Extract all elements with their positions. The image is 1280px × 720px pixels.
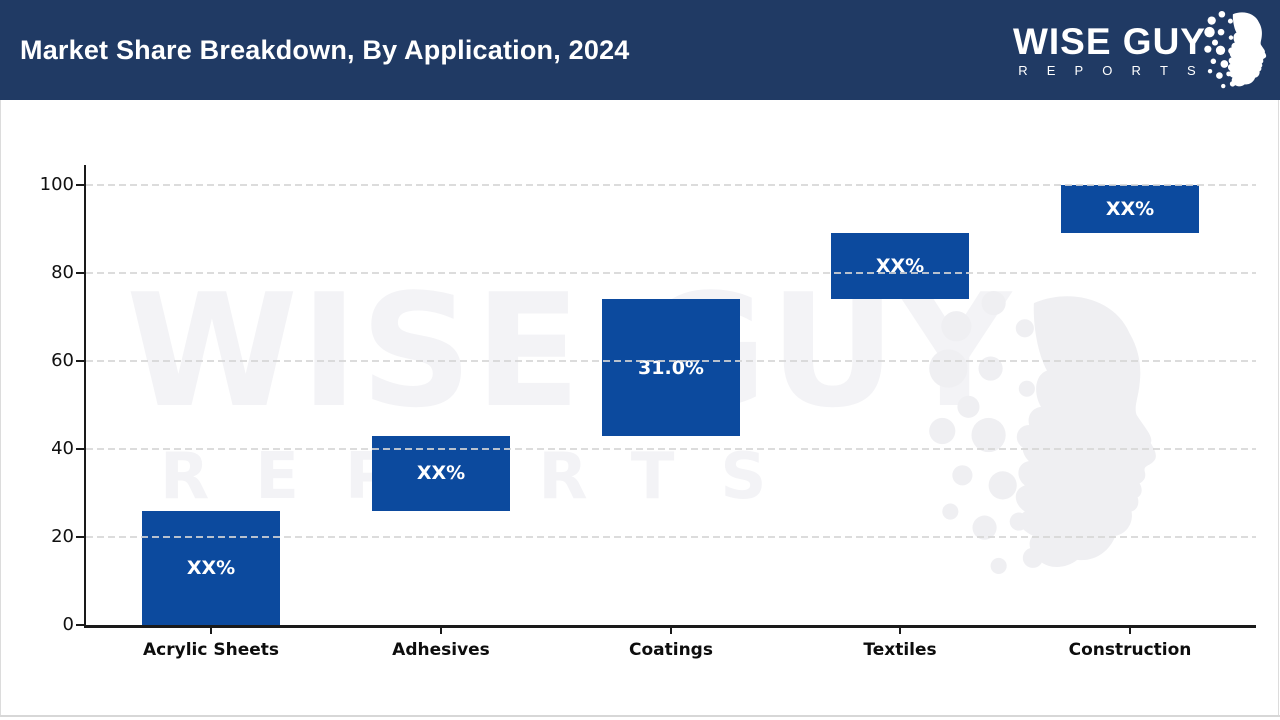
bar-value-label: XX% — [416, 462, 466, 485]
y-tick-label-0: 0 — [62, 614, 74, 635]
y-tick-20 — [76, 536, 84, 538]
x-tick-2 — [440, 628, 442, 634]
y-tick-label-60: 60 — [51, 350, 74, 371]
bar-value-label: XX% — [1105, 198, 1155, 221]
y-tick-label-100: 100 — [39, 174, 74, 195]
gridline-60 — [86, 360, 1256, 362]
y-tick-label-20: 20 — [51, 526, 74, 547]
x-axis-label-adhesives: Adhesives — [392, 640, 490, 660]
bar-value-label: XX% — [875, 255, 925, 278]
x-axis-label-acrylic-sheets: Acrylic Sheets — [143, 640, 279, 660]
x-axis-label-construction: Construction — [1068, 640, 1192, 660]
gridline-40 — [86, 448, 1256, 450]
x-tick-5 — [1129, 628, 1131, 634]
gridline-80 — [86, 272, 1256, 274]
x-tick-4 — [899, 628, 901, 634]
y-tick-60 — [76, 360, 84, 362]
left-border — [0, 100, 1, 716]
y-tick-0 — [76, 624, 84, 626]
bar-textiles: XX% — [831, 233, 969, 300]
x-axis-label-textiles: Textiles — [863, 640, 937, 660]
gridline-100 — [86, 184, 1256, 186]
bar-acrylic-sheets: XX% — [142, 510, 280, 625]
gridline-20 — [86, 536, 1256, 538]
logo-text: WISE GUY R E P O R T S — [1012, 20, 1206, 78]
y-tick-80 — [76, 272, 84, 274]
bar-construction: XX% — [1061, 185, 1199, 234]
bar-value-label: 31.0% — [638, 356, 704, 379]
x-tick-3 — [670, 628, 672, 634]
logo-wordmark: WISE GUY — [1012, 20, 1206, 62]
page-title: Market Share Breakdown, By Application, … — [20, 34, 630, 65]
right-border — [1278, 100, 1279, 716]
x-tick-1 — [210, 628, 212, 634]
y-tick-40 — [76, 448, 84, 450]
x-axis-line — [84, 625, 1256, 628]
bar-value-label: XX% — [186, 556, 236, 579]
bottom-border — [0, 715, 1280, 717]
header-bar: Market Share Breakdown, By Application, … — [0, 0, 1280, 100]
x-axis-label-coatings: Coatings — [629, 640, 713, 660]
wiseguy-logo: WISE GUY R E P O R T S — [1013, 6, 1270, 94]
logo-subtext: R E P O R T S — [1018, 62, 1205, 78]
y-tick-label-40: 40 — [51, 438, 74, 459]
y-tick-100 — [76, 184, 84, 186]
y-tick-label-80: 80 — [51, 262, 74, 283]
y-axis-line — [84, 165, 86, 628]
bar-coatings: 31.0% — [602, 299, 740, 436]
